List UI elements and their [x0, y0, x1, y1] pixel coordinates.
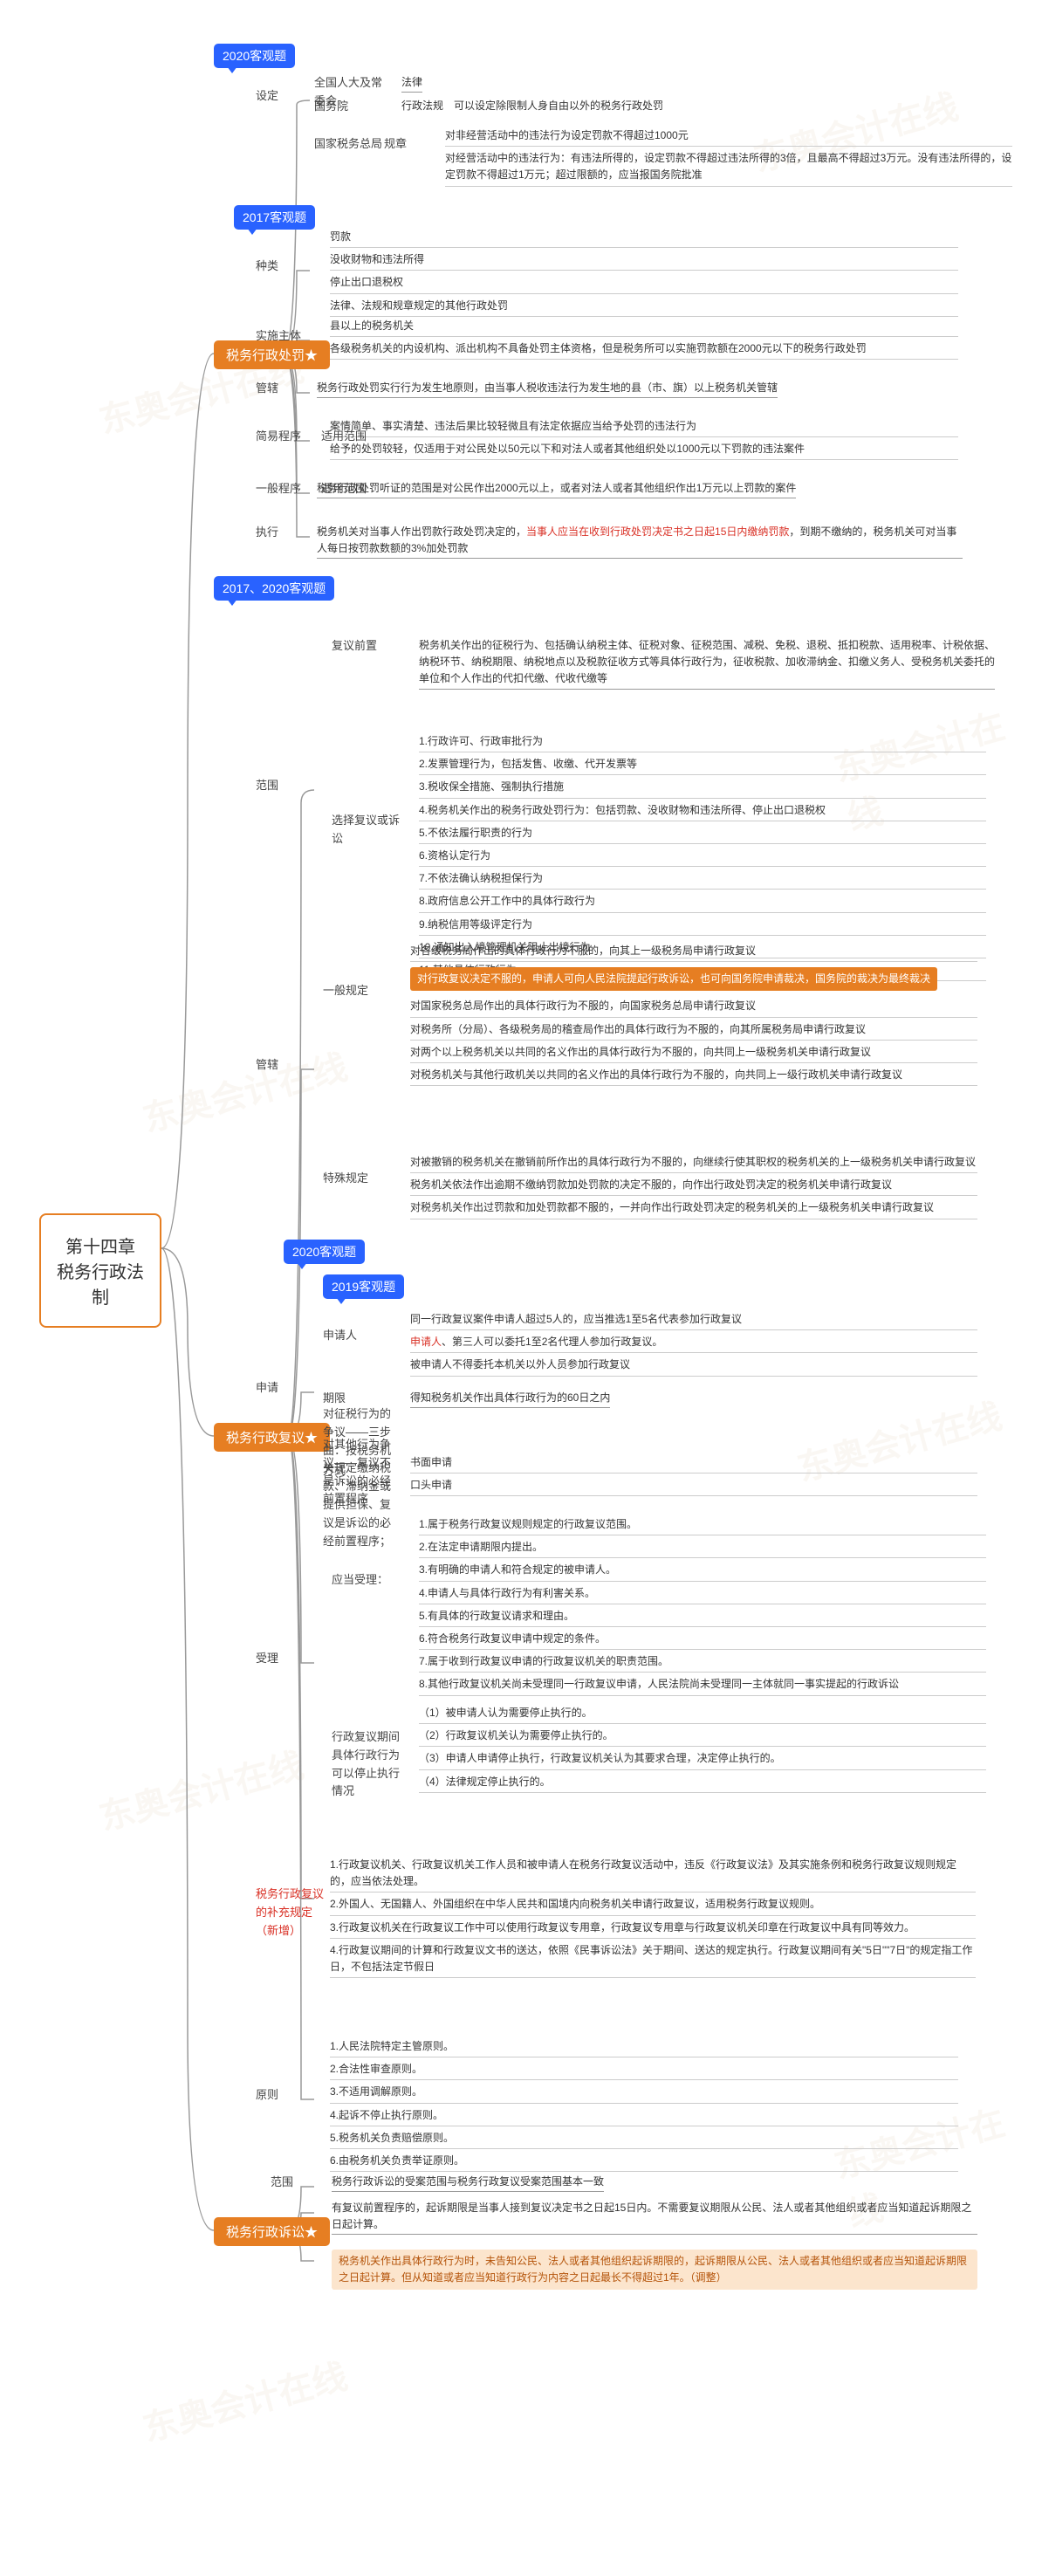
group-items: 案情简单、事实清楚、违法后果比较轻微且有法定依据应当给予处罚的违法行为给予的处罚… [330, 418, 958, 464]
child-items: 对非经营活动中的违法行为设定罚款不得超过1000元对经营活动中的违法行为：有违法… [445, 127, 1012, 190]
child-items: （1）被申请人认为需要停止执行的。（2）行政复议机关认为需要停止执行的。（3）申… [419, 1705, 986, 1796]
child-sublabel: 规章 [384, 135, 407, 154]
group-items: 1.行政复议机关、行政复议机关工作人员和被申请人在税务行政复议活动中，违反《行政… [330, 1857, 976, 1982]
sub-label: 适用范围 [321, 480, 367, 498]
group-label: 简易程序 [256, 428, 301, 446]
group-label: 原则 [256, 2086, 278, 2105]
child-label: 选择复议或诉讼 [332, 812, 410, 848]
group-label: 种类 [256, 258, 278, 276]
group-items: 罚款没收财物和违法所得停止出口退税权法律、法规和规章规定的其他行政处罚 [330, 229, 958, 320]
group-label: 受理 [256, 1650, 278, 1668]
group-label: 设定 [256, 87, 278, 106]
group-label: 管辖 [256, 1056, 278, 1075]
child-label: 申请人 [323, 1327, 357, 1345]
child-label: 方式 [323, 1462, 346, 1480]
child-label: 特殊规定 [323, 1170, 368, 1188]
child-items: 对被撤销的税务机关在撤销前所作出的具体行政行为不服的，向继续行使其职权的税务机关… [410, 1154, 977, 1223]
group-label: 一般程序 [256, 480, 301, 498]
group-value: 税务行政诉讼的受案范围与税务行政复议受案范围基本一致 [332, 2174, 977, 2192]
child-items: 书面申请口头申请 [410, 1454, 977, 1500]
group-value: 税务行政处罚实行行为发生地原则，由当事人税收违法行为发生地的县（市、旗）以上税务… [317, 380, 963, 398]
section-litigation: 税务行政诉讼★ [214, 2217, 330, 2246]
exam-badge: 2017客观题 [234, 205, 315, 230]
child-items: 对各级税务局作出的具体行政行为不服的，向其上一级税务局申请行政复议对行政复议决定… [410, 943, 977, 1089]
root-line2: 税务行政法制 [54, 1258, 147, 1309]
connector-lines [9, 17, 1042, 2576]
root-line1: 第十四章 [54, 1233, 147, 1258]
group-value: 税务行政处罚听证的范围是对公民作出2000元以上，或者对法人或者其他组织作出1万… [317, 480, 963, 498]
group-label: 申请 [256, 1379, 278, 1398]
child-items: 同一行政复议案件申请人超过5人的，应当推选1至5名代表参加行政复议申请人、第三人… [410, 1311, 977, 1380]
group-label: 管辖 [256, 380, 278, 398]
child-label: 行政复议期间具体行政行为可以停止执行情况 [332, 1728, 410, 1801]
group-label: 实施主体 [256, 327, 301, 346]
child-value: 税务机关作出的征税行为、包括确认纳税主体、征税对象、征税范围、减税、免税、退税、… [419, 637, 995, 690]
child-value: 行政法规 可以设定除限制人身自由以外的税务行政处罚 [401, 98, 977, 114]
child-label: 应当受理： [332, 1571, 388, 1590]
child-value: 得知税务机关作出具体行政行为的60日之内 [410, 1390, 986, 1408]
sub-label: 适用范围 [321, 428, 367, 446]
watermark: 东奥会计在线 [137, 1039, 353, 1142]
root-node: 第十四章 税务行政法制 [39, 1213, 161, 1328]
group-value: 税务机关作出具体行政行为时，未告知公民、法人或者其他组织起诉期限的，起诉期限从公… [332, 2248, 977, 2291]
exam-badge: 2017、2020客观题 [214, 576, 334, 601]
group-label: 范围 [256, 777, 278, 795]
child-label: 一般规定 [323, 982, 368, 1000]
child-value: 法律 [401, 74, 977, 93]
child-items: 1.属于税务行政复议规则规定的行政复议范围。2.在法定申请期限内提出。3.有明确… [419, 1516, 986, 1700]
child-label: 国务院 [314, 98, 348, 116]
group-label: 执行 [256, 524, 278, 542]
exam-badge: 2020客观题 [284, 1240, 365, 1264]
exam-badge: 2019客观题 [323, 1274, 404, 1299]
child-label: 国家税务总局 [314, 135, 382, 154]
exam-badge: 2020客观题 [214, 44, 295, 68]
group-items: 1.人民法院特定主管原则。2.合法性审查原则。3.不适用调解原则。4.起诉不停止… [330, 2038, 958, 2175]
watermark: 东奥会计在线 [93, 1737, 309, 1840]
watermark: 东奥会计在线 [137, 2348, 353, 2451]
child-label: 复议前置 [332, 637, 377, 656]
group-value: 有复议前置程序的，起诉期限是当事人接到复议决定书之日起15日内。不需要复议期限从… [332, 2200, 977, 2235]
group-label: 税务行政复议的补充规定（新增） [256, 1886, 326, 1940]
group-items: 县以上的税务机关各级税务机关的内设机构、派出机构不具备处罚主体资格，但是税务所可… [330, 318, 958, 363]
section-review: 税务行政复议★ [214, 1423, 330, 1452]
group-value: 税务机关对当事人作出罚款行政处罚决定的，当事人应当在收到行政处罚决定书之日起15… [317, 524, 963, 559]
group-label: 范围 [271, 2174, 293, 2192]
